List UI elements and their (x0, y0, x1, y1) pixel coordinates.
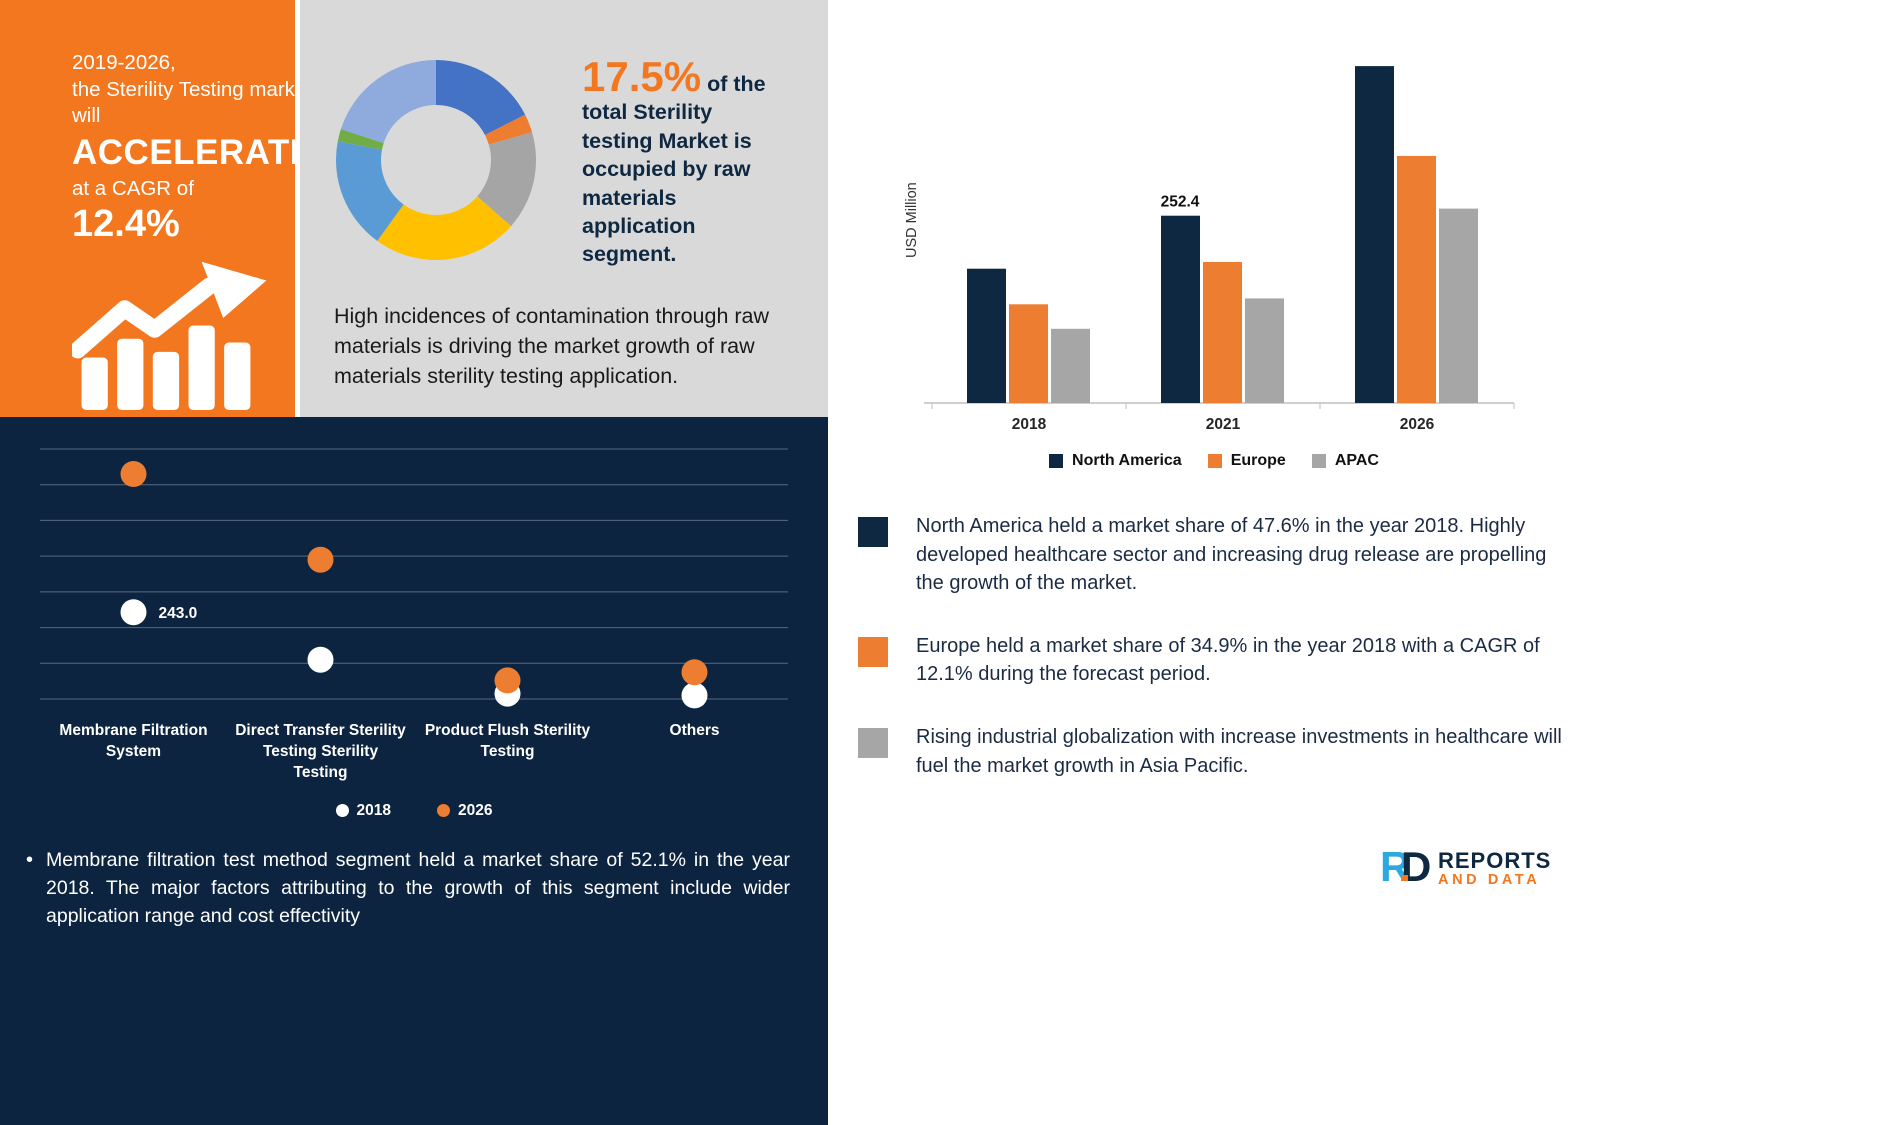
application-stat-row: 17.5% of the total Sterility testing Mar… (330, 54, 804, 271)
application-panel: 17.5% of the total Sterility testing Mar… (300, 0, 828, 417)
forecast-intro: 2019-2026, the Sterility Testing market … (72, 50, 295, 130)
legend-item-2026: 2026 (437, 802, 492, 820)
svg-text:2026: 2026 (1400, 416, 1435, 433)
apac-bullet-text: Rising industrial globalization with inc… (916, 725, 1562, 777)
legend-apac-marker (1311, 454, 1326, 468)
category-label-others: Others (669, 722, 720, 739)
legend-north-america-marker (1049, 454, 1064, 468)
logo-text: REPORTS AND DATA (1438, 847, 1552, 889)
category-label-direct-transfer: Direct Transfer Sterility Testing Steril… (235, 722, 406, 781)
forecast-period: 2019-2026, (72, 51, 176, 74)
application-driver-text: High incidences of contamination through… (334, 304, 770, 389)
regional-chart-legend: North America Europe APAC (904, 452, 1524, 470)
growth-arrow-icon (69, 258, 277, 415)
left-column: 2019-2026, the Sterility Testing market … (0, 0, 828, 1125)
regional-panel: USD Million 2018 2021 2026 252.4 North Amer… (828, 0, 1903, 1125)
logo-line2: AND DATA (1438, 872, 1541, 889)
method-categories: Membrane Filtration System Direct Transf… (40, 721, 788, 784)
y-axis-label: USD Million (904, 182, 920, 259)
regional-bar-chart: USD Million 2018 2021 2026 252.4 (904, 18, 1524, 458)
legend-2018-marker (335, 804, 349, 818)
north-america-bullet-marker (858, 517, 888, 547)
legend-europe-marker (1207, 454, 1222, 468)
europe-bullet-text: Europe held a market share of 34.9% in t… (916, 634, 1540, 686)
north-america-bullet: North America held a market share of 47.… (858, 512, 1568, 598)
legend-item-2018: 2018 (335, 801, 391, 820)
method-dot-chart: 243.0 (40, 437, 788, 709)
raw-materials-stat: 17.5% of the total Sterility testing Mar… (582, 56, 788, 271)
svg-text:2018: 2018 (1012, 416, 1047, 433)
logo-line1: REPORTS (1438, 847, 1552, 873)
svg-text:R: R (1382, 844, 1410, 888)
apac-bullet-marker (858, 727, 888, 758)
cagr-value: 12.4% (72, 202, 180, 245)
legend-2026-label: 2026 (458, 801, 493, 819)
reports-and-data-logo: R D REPORTS AND DATA (1380, 843, 1552, 893)
regional-bar-chart-plot: 2018 2021 2026 252.4 (904, 18, 1524, 458)
top-row: 2019-2026, the Sterility Testing market … (0, 0, 828, 417)
svg-text:2021: 2021 (1206, 416, 1241, 433)
rd-logo-icon: R D (1380, 843, 1431, 893)
legend-item-north-america: North America (1049, 452, 1182, 470)
legend-europe-label: Europe (1230, 452, 1286, 469)
accelerate-text: ACCELERATE (72, 132, 295, 172)
north-america-bullet-text: North America held a market share of 47.… (916, 515, 1547, 595)
membrane-bullet: • Membrane filtration test method segmen… (26, 846, 790, 931)
category-label-product-flush: Product Flush Sterility Testing (424, 722, 591, 760)
stat-inline: of the (707, 72, 766, 96)
legend-2018-label: 2018 (356, 801, 391, 819)
stat-text: total Sterility testing Market is occupi… (582, 100, 752, 267)
regional-bullets: North America held a market share of 47.… (858, 512, 1568, 814)
europe-bullet-marker (858, 636, 888, 667)
membrane-bullet-text: Membrane filtration test method segment … (46, 848, 790, 928)
legend-item-europe: Europe (1207, 452, 1286, 470)
application-donut-chart (330, 54, 542, 271)
europe-bullet: Europe held a market share of 34.9% in t… (858, 632, 1568, 689)
legend-item-apac: APAC (1311, 452, 1379, 470)
legend-apac-label: APAC (1334, 452, 1379, 469)
legend-north-america-label: North America (1072, 452, 1182, 469)
svg-text:252.4: 252.4 (1161, 194, 1200, 211)
svg-text:D: D (1401, 844, 1430, 888)
legend-2026-marker (437, 804, 450, 818)
category-label-membrane: Membrane Filtration System (59, 722, 208, 760)
market-subject: the Sterility Testing market will (72, 77, 295, 128)
method-panel: 243.0 Membrane Filtration System Direct … (0, 417, 828, 1125)
apac-bullet: Rising industrial globalization with inc… (858, 723, 1568, 780)
svg-text:243.0: 243.0 (159, 605, 198, 622)
method-chart-legend: 2018 2026 (0, 802, 828, 820)
headline-panel: 2019-2026, the Sterility Testing market … (0, 0, 295, 417)
bullet-dot: • (26, 848, 34, 871)
stat-value: 17.5% (582, 53, 702, 100)
cagr-label: at a CAGR of (72, 176, 194, 200)
